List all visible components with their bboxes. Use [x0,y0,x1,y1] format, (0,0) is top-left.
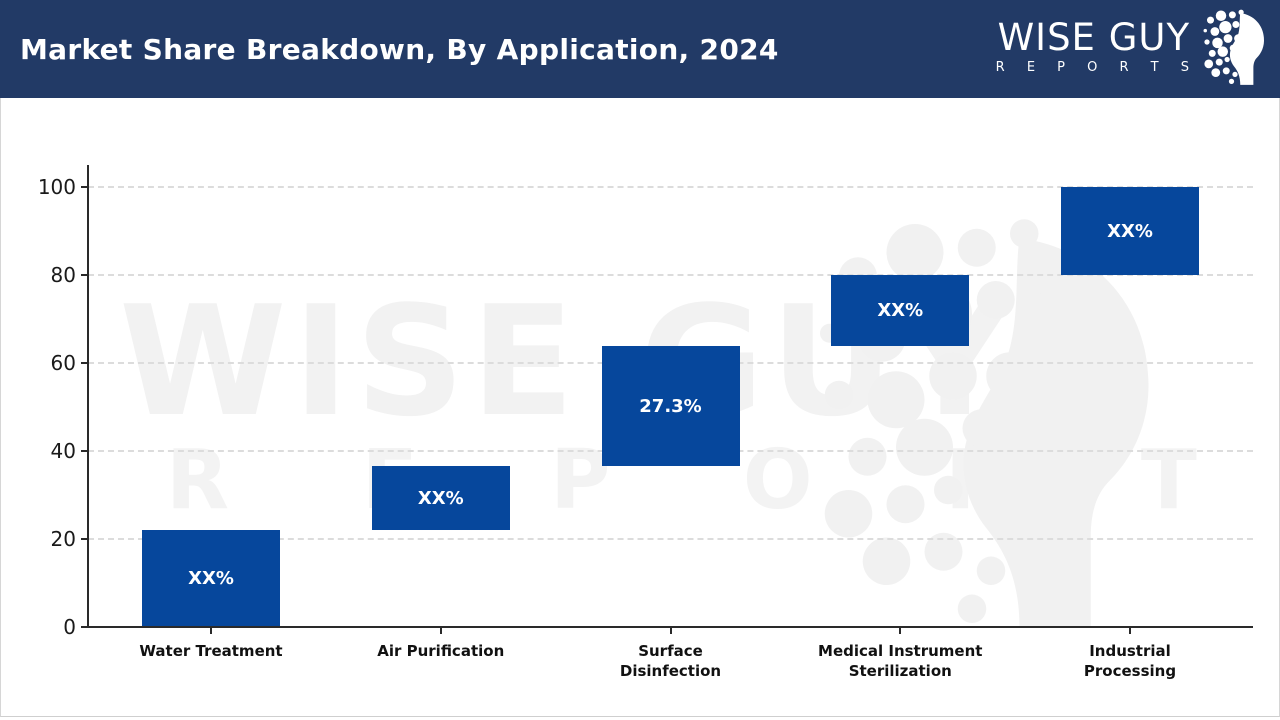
x-tick-3 [669,628,672,634]
category-label-5: Industrial Processing [1083,642,1177,680]
logo-text: WISE GUY R E P O R T S [990,16,1198,76]
gridline-80 [88,274,1253,276]
x-axis-line [86,626,1253,628]
category-label-2: Air Purification [377,642,505,660]
y-tick-label-100: 100 [37,175,76,199]
y-tick-80 [81,274,88,276]
bar-3: 27.3% [601,346,740,467]
y-tick-label-0: 0 [63,615,76,639]
y-tick-40 [81,450,88,452]
x-tick-1 [210,628,212,634]
x-tick-2 [439,628,442,634]
bar-value-label-3: 27.3% [639,395,702,417]
gridline-20 [88,538,1253,540]
x-tick-4 [899,628,902,634]
category-label-1: Water Treatment [139,642,283,660]
page-title: Market Share Breakdown, By Application, … [20,32,779,66]
bar-4: XX% [831,275,970,347]
y-tick-label-40: 40 [50,439,76,463]
wiseguy-logo: WISE GUY R E P O R T S [996,4,1270,94]
logo-wordmark: WISE GUY [997,16,1191,59]
category-label-3: Surface Disinfection [619,642,722,680]
bar-value-label-5: XX% [1107,220,1153,242]
y-tick-20 [81,538,88,540]
y-tick-label-60: 60 [50,351,76,375]
logo-subtitle: R E P O R T S [995,60,1198,75]
y-tick-100 [81,186,88,188]
logo-face-icon [1203,9,1265,85]
bar-5: XX% [1061,187,1199,275]
y-axis-line [87,165,89,628]
bar-1: XX% [142,530,280,627]
y-tick-label-80: 80 [50,263,76,287]
gridline-100 [88,186,1253,188]
y-tick-60 [81,362,88,364]
bar-value-label-1: XX% [188,568,234,590]
bar-value-label-2: XX% [417,487,464,509]
x-tick-5 [1129,628,1131,634]
y-tick-0 [81,626,88,628]
category-label-4: Medical Instrument Sterilization [818,642,983,680]
bar-2: XX% [371,466,510,531]
y-tick-label-20: 20 [50,527,76,551]
header: Market Share Breakdown, By Application, … [0,0,1280,98]
bar-value-label-4: XX% [877,300,924,322]
